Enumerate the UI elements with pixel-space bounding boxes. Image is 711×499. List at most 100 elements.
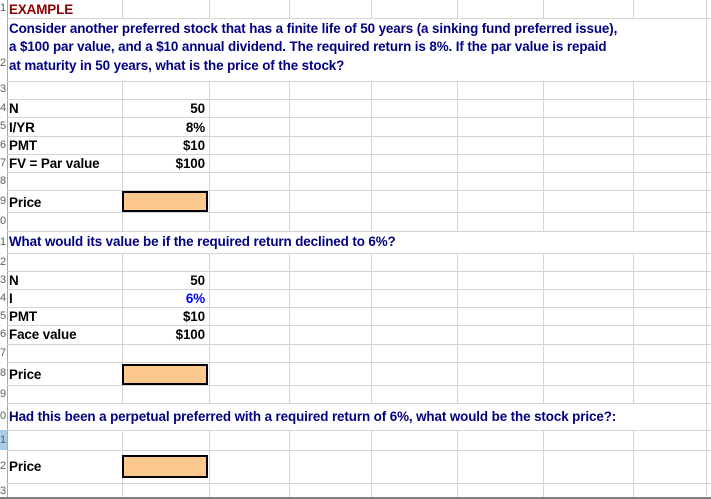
price-input-cell-2[interactable]: [122, 364, 208, 385]
row-header-6[interactable]: 6: [0, 139, 7, 151]
gridline: [543, 430, 544, 497]
row-header-8[interactable]: 8: [0, 175, 7, 187]
param-label-i: I: [9, 291, 13, 306]
gridline: [457, 0, 458, 18]
gridline: [633, 0, 634, 18]
param-label-pmt-1: PMT: [9, 138, 37, 153]
row-header-13[interactable]: 3: [0, 274, 7, 286]
gridline: [7, 362, 711, 363]
row-header-20[interactable]: 0: [0, 410, 7, 422]
price-label-2: Price: [9, 367, 42, 382]
gridline: [7, 385, 711, 386]
gridline: [633, 253, 634, 403]
gridline: [633, 430, 634, 497]
param-label-n-1: N: [9, 101, 19, 116]
question-3: Had this been a perpetual preferred with…: [9, 409, 617, 424]
question-1: Consider another preferred stock that ha…: [9, 20, 617, 75]
gridline: [543, 81, 544, 231]
row-header-1[interactable]: 1: [0, 2, 7, 14]
price-input-cell-3[interactable]: [122, 455, 208, 478]
price-label-3: Price: [9, 459, 42, 474]
gridline: [7, 403, 711, 404]
question-1-line-1: Consider another preferred stock that ha…: [9, 21, 618, 36]
row-header-17[interactable]: 7: [0, 347, 7, 359]
row-header-21[interactable]: 1: [0, 434, 7, 446]
param-label-face-value: Face value: [9, 327, 77, 342]
row-header-10[interactable]: 0: [0, 215, 7, 227]
gridline: [7, 99, 711, 100]
gridline: [371, 81, 372, 231]
gridline: [7, 483, 711, 484]
param-value-pmt-2[interactable]: $10: [182, 309, 205, 324]
question-2: What would its value be if the required …: [9, 234, 396, 249]
gridline: [7, 136, 711, 137]
row-header-15[interactable]: 5: [0, 310, 7, 322]
param-value-face-value[interactable]: $100: [175, 327, 205, 342]
active-row-highlight: [0, 430, 7, 450]
gridline: [7, 289, 711, 290]
row-header-4[interactable]: 4: [0, 102, 7, 114]
gridline: [543, 253, 544, 403]
price-label-1: Price: [9, 195, 42, 210]
row-header-7[interactable]: 7: [0, 157, 7, 169]
gridline: [7, 18, 711, 19]
row-header-18[interactable]: 8: [0, 367, 7, 379]
gridline: [7, 307, 711, 308]
gridline: [7, 81, 711, 82]
gridline: [371, 430, 372, 497]
row-header-19[interactable]: 9: [0, 388, 7, 400]
param-value-n-1[interactable]: 50: [190, 101, 205, 116]
param-label-fv: FV = Par value: [9, 156, 100, 171]
param-value-iyr[interactable]: 8%: [185, 120, 205, 135]
gridline: [633, 81, 634, 231]
gridline: [209, 0, 210, 18]
gridline: [289, 430, 290, 497]
gridline: [289, 0, 290, 18]
gridline: [209, 430, 210, 497]
gridline: [7, 344, 711, 345]
gridline: [457, 253, 458, 403]
gridline: [209, 253, 210, 403]
gridline: [457, 81, 458, 231]
row-header-11[interactable]: 1: [0, 236, 7, 248]
row-header-12[interactable]: 2: [0, 256, 7, 268]
gridline: [706, 0, 707, 497]
gridline: [7, 190, 711, 191]
gridline: [7, 271, 711, 272]
example-title: EXAMPLE: [9, 2, 74, 17]
price-input-cell-1[interactable]: [122, 191, 208, 212]
param-label-iyr: I/YR: [9, 120, 35, 135]
param-value-n-2[interactable]: 50: [190, 273, 205, 288]
gridline: [371, 253, 372, 403]
row-header-5[interactable]: 5: [0, 120, 7, 132]
row-header-9[interactable]: 9: [0, 195, 7, 207]
row-header-22[interactable]: 2: [0, 460, 7, 472]
gridline: [7, 325, 711, 326]
gridline: [122, 81, 123, 231]
param-label-pmt-2: PMT: [9, 309, 37, 324]
param-value-pmt-1[interactable]: $10: [182, 138, 205, 153]
param-label-n-2: N: [9, 273, 19, 288]
row-header-23[interactable]: 3: [0, 485, 7, 497]
gridline: [457, 430, 458, 497]
row-header-14[interactable]: 4: [0, 292, 7, 304]
row-header-16[interactable]: 6: [0, 328, 7, 340]
gridline: [289, 253, 290, 403]
gridline: [7, 430, 711, 431]
gridline: [7, 253, 711, 254]
gridline: [209, 81, 210, 231]
gridline: [7, 450, 711, 451]
row-header-divider: [7, 0, 8, 497]
gridline: [7, 212, 711, 213]
question-1-line-2: a $100 par value, and a $10 annual divid…: [9, 39, 607, 55]
param-value-fv[interactable]: $100: [175, 156, 205, 171]
gridline: [543, 0, 544, 18]
gridline: [7, 154, 711, 155]
gridline: [371, 0, 372, 18]
row-header-2[interactable]: 2: [0, 57, 7, 69]
row-header-3[interactable]: 3: [0, 83, 7, 95]
gridline: [7, 117, 711, 118]
param-value-i[interactable]: 6%: [185, 291, 205, 306]
question-1-line-3: at maturity in 50 years, what is the pri…: [9, 57, 345, 73]
